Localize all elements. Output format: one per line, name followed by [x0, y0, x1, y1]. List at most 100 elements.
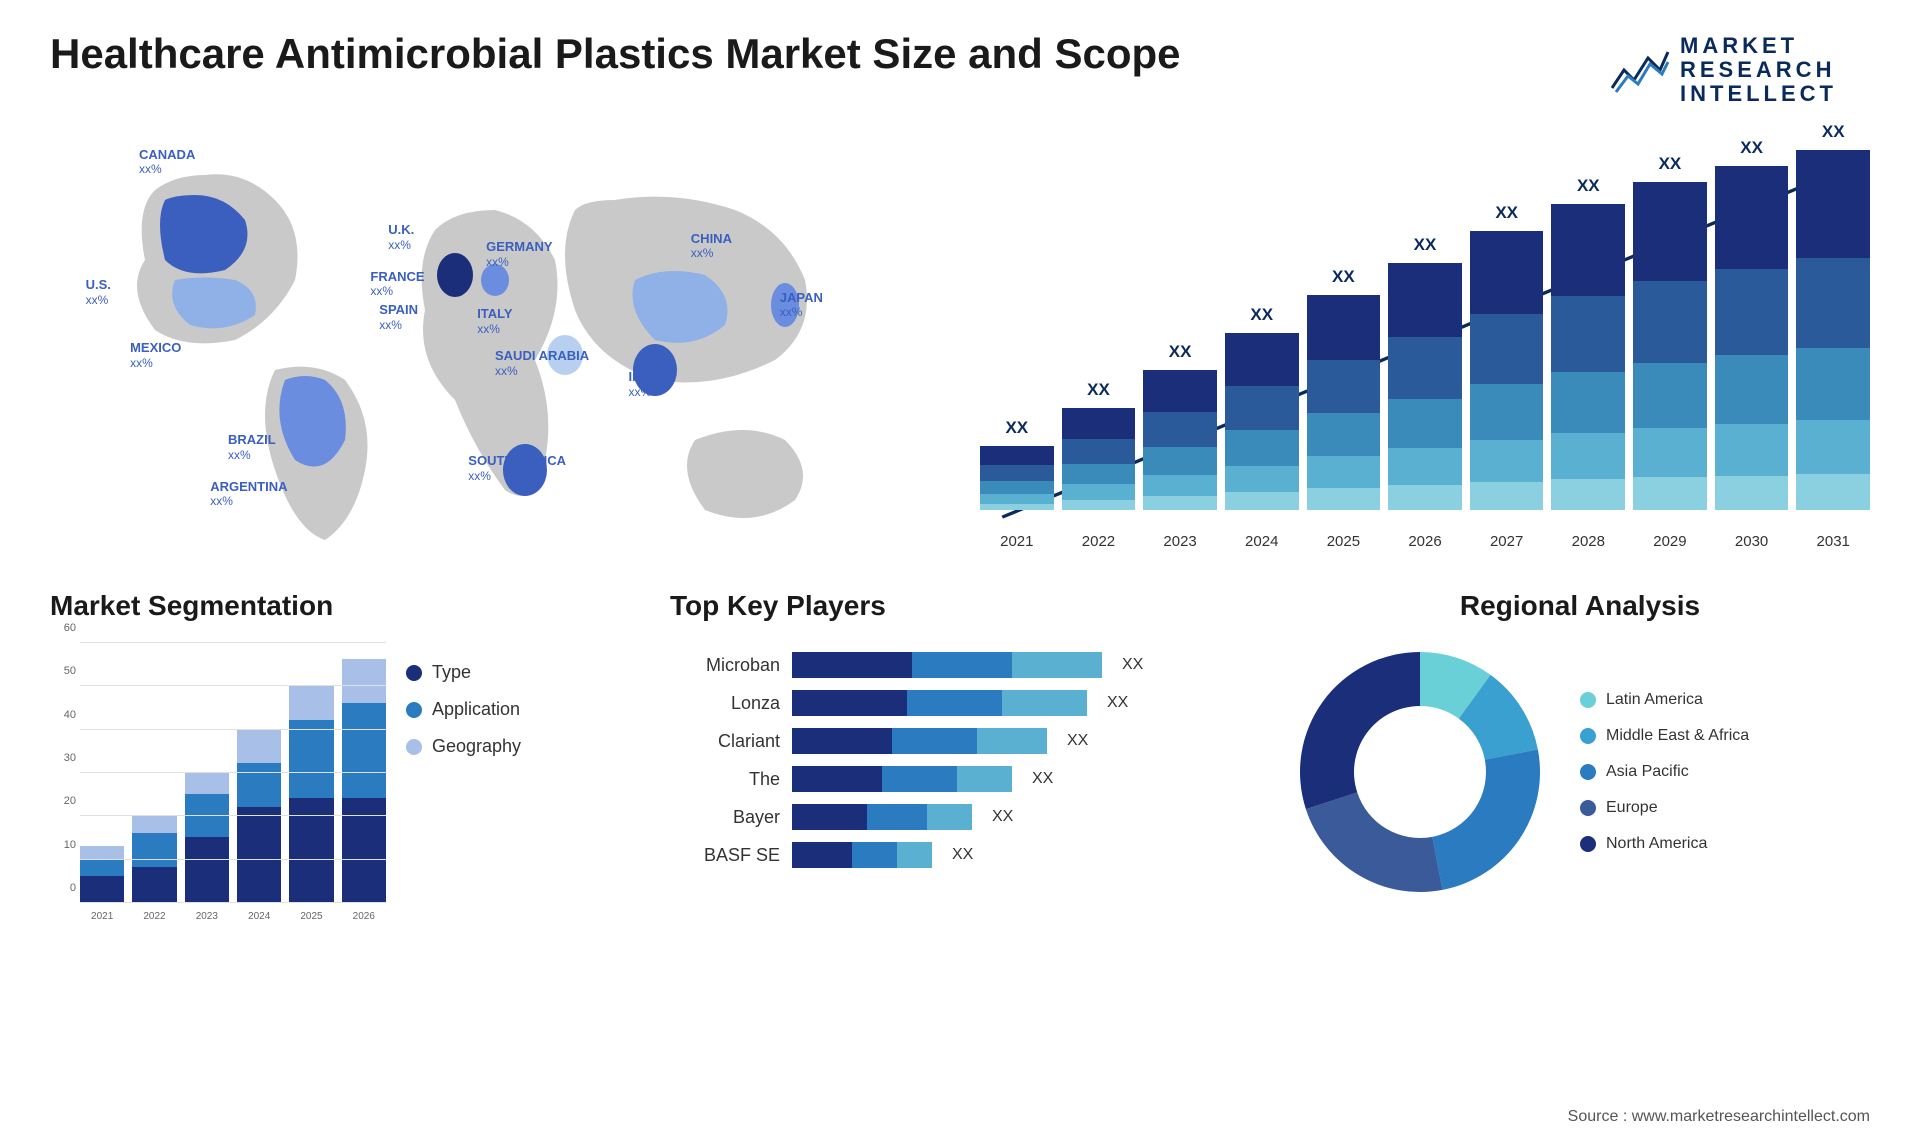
growth-seg	[980, 465, 1054, 481]
legend-label: Latin America	[1606, 691, 1703, 709]
regional-section: Regional Analysis Latin America Middle Ea…	[1290, 590, 1870, 922]
growth-bar-label: XX	[1388, 235, 1462, 255]
legend-item: Latin America	[1580, 691, 1749, 709]
seg-seg	[132, 815, 176, 832]
growth-bar: XX	[1225, 333, 1299, 510]
seg-bar	[289, 685, 333, 902]
seg-bar	[342, 659, 386, 902]
legend-label: Type	[432, 662, 471, 683]
legend-dot	[1580, 728, 1596, 744]
growth-bar-label: XX	[1715, 138, 1789, 158]
growth-bar: XX	[980, 446, 1054, 510]
logo-icon	[1610, 40, 1670, 100]
legend-dot	[1580, 800, 1596, 816]
legend-label: Europe	[1606, 799, 1658, 817]
player-name: Lonza	[670, 693, 780, 714]
player-seg	[882, 766, 957, 792]
player-value: XX	[1107, 694, 1128, 712]
seg-y-tick: 10	[64, 839, 76, 851]
growth-seg	[1796, 258, 1870, 348]
growth-seg	[1633, 281, 1707, 363]
legend-label: Middle East & Africa	[1606, 727, 1749, 745]
growth-seg	[1796, 474, 1870, 510]
legend-label: Asia Pacific	[1606, 763, 1689, 781]
player-row: Lonza XX	[670, 690, 1250, 716]
growth-seg	[1225, 430, 1299, 465]
player-value: XX	[952, 846, 973, 864]
legend-dot	[1580, 764, 1596, 780]
growth-bar-label: XX	[980, 418, 1054, 438]
growth-seg	[1715, 424, 1789, 476]
logo-line2: RESEARCH	[1680, 58, 1837, 82]
seg-y-tick: 30	[64, 752, 76, 764]
world-map: CANADAxx%U.S.xx%MEXICOxx%BRAZILxx%ARGENT…	[50, 130, 940, 550]
segmentation-title: Market Segmentation	[50, 590, 630, 622]
growth-seg	[1143, 496, 1217, 510]
seg-seg	[132, 833, 176, 868]
growth-seg	[1307, 456, 1381, 488]
player-seg	[792, 690, 907, 716]
map-label: MEXICOxx%	[130, 340, 181, 370]
legend-dot	[406, 702, 422, 718]
map-label: SAUDI ARABIAxx%	[495, 348, 589, 378]
growth-bar-label: XX	[1633, 154, 1707, 174]
growth-seg	[1470, 314, 1544, 384]
seg-seg	[237, 807, 281, 902]
player-row: ClariantXX	[670, 728, 1250, 754]
player-name: BASF SE	[670, 845, 780, 866]
growth-x-tick: 2024	[1225, 533, 1299, 550]
growth-seg	[1307, 413, 1381, 456]
growth-x-tick: 2029	[1633, 533, 1707, 550]
player-name: The	[670, 769, 780, 790]
player-value: XX	[1032, 770, 1053, 788]
growth-seg	[1062, 464, 1136, 484]
growth-bar: XX	[1062, 408, 1136, 510]
growth-x-tick: 2023	[1143, 533, 1217, 550]
growth-bar: XX	[1551, 204, 1625, 510]
growth-seg	[1388, 448, 1462, 485]
growth-seg	[1470, 231, 1544, 315]
growth-seg	[1062, 484, 1136, 499]
growth-seg	[1715, 166, 1789, 269]
growth-seg	[1225, 333, 1299, 386]
regional-donut	[1290, 642, 1550, 902]
legend-dot	[406, 665, 422, 681]
player-value: XX	[1122, 656, 1143, 674]
growth-seg	[1388, 337, 1462, 399]
growth-seg	[980, 481, 1054, 494]
growth-seg	[1796, 420, 1870, 474]
map-label: CANADAxx%	[139, 147, 195, 177]
player-value: XX	[992, 808, 1013, 826]
logo-line1: MARKET	[1680, 34, 1837, 58]
players-title: Top Key Players	[670, 590, 1250, 622]
growth-seg	[1143, 475, 1217, 496]
growth-bar: XX	[1796, 150, 1870, 510]
growth-bar-label: XX	[1796, 122, 1870, 142]
player-seg	[957, 766, 1012, 792]
growth-chart: XXXXXXXXXXXXXXXXXXXXXX 20212022202320242…	[980, 130, 1870, 550]
legend-item: Europe	[1580, 799, 1749, 817]
growth-seg	[1062, 439, 1136, 465]
seg-x-tick: 2024	[237, 911, 281, 922]
map-label: CHINAxx%	[691, 231, 732, 261]
player-row: BayerXX	[670, 804, 1250, 830]
growth-seg	[1633, 363, 1707, 429]
map-label: U.K.xx%	[388, 222, 414, 252]
growth-seg	[1715, 355, 1789, 424]
regional-title: Regional Analysis	[1290, 590, 1870, 622]
growth-seg	[1062, 500, 1136, 510]
donut-segment	[1432, 750, 1540, 890]
seg-y-tick: 60	[64, 622, 76, 634]
player-row: The XX	[670, 766, 1250, 792]
growth-x-tick: 2028	[1551, 533, 1625, 550]
seg-x-tick: 2025	[289, 911, 333, 922]
regional-legend: Latin America Middle East & Africa Asia Pa…	[1580, 691, 1749, 853]
growth-seg	[1225, 466, 1299, 493]
seg-y-tick: 40	[64, 709, 76, 721]
player-bar	[792, 766, 1012, 792]
growth-x-tick: 2025	[1307, 533, 1381, 550]
growth-seg	[1062, 408, 1136, 439]
player-seg	[927, 804, 972, 830]
seg-seg	[342, 659, 386, 702]
growth-seg	[1143, 412, 1217, 447]
